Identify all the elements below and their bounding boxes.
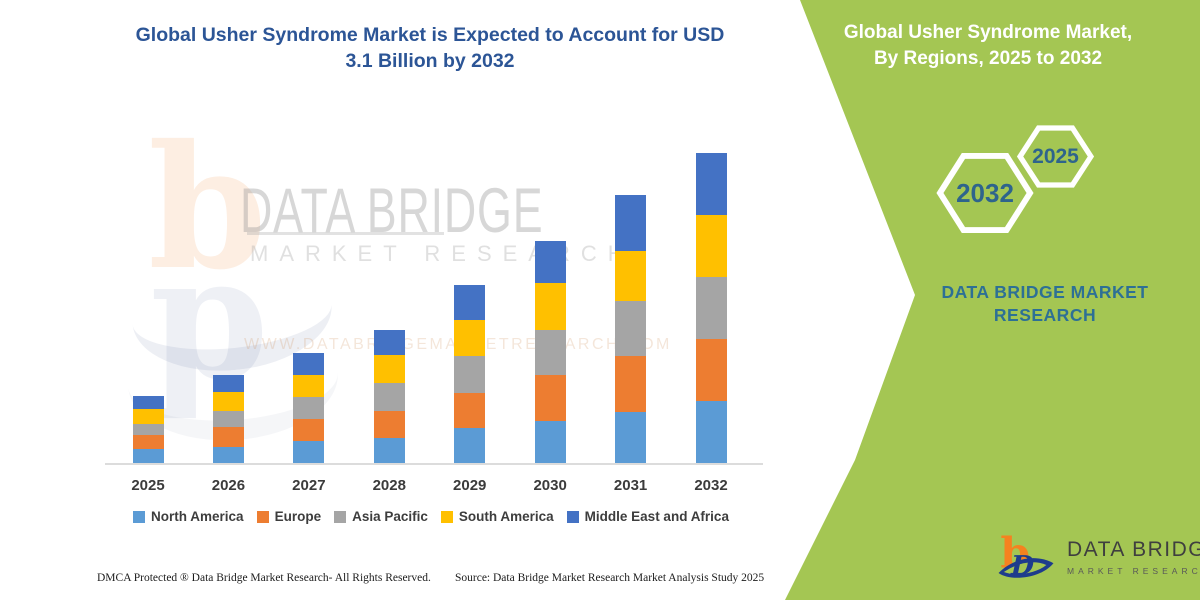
bar-segment [615, 251, 647, 301]
panel-brand-line1: DATA BRIDGE MARKET [941, 282, 1149, 302]
x-axis-label: 2031 [613, 477, 648, 494]
legend-item: North America [133, 509, 244, 524]
bar-segment [212, 375, 244, 392]
plot-area [105, 150, 763, 465]
bar-segment [373, 438, 405, 463]
legend-label: Europe [274, 509, 322, 524]
x-axis-label: 2029 [453, 477, 487, 494]
legend-item: Asia Pacific [334, 509, 428, 524]
bar-segment [615, 195, 647, 251]
hexagon-outline-icon [936, 152, 1034, 234]
bar-segment [132, 424, 164, 435]
bar-segment [212, 411, 244, 427]
legend-label: Asia Pacific [352, 509, 428, 524]
databridge-logo-icon: b D [998, 531, 1054, 582]
legend-label: Middle East and Africa [584, 509, 729, 524]
bar-segment [454, 393, 486, 428]
legend-label: North America [151, 509, 244, 524]
panel-brand-line2: RESEARCH [993, 305, 1097, 325]
footer-dmca-text: DMCA Protected ® Data Bridge Market Rese… [97, 572, 431, 584]
chart-legend: North America Europe Asia Pacific South Ame… [95, 509, 767, 524]
footer-source-text: Source: Data Bridge Market Research Mark… [455, 572, 765, 584]
hexagon-2032-label: 2032 [956, 177, 1014, 208]
x-axis-label: 2032 [694, 477, 728, 494]
hexagon-2032: 2032 [936, 152, 1034, 234]
bar-segment [293, 419, 325, 441]
bar-segment [534, 241, 566, 283]
stacked-bar-2028 [373, 330, 405, 463]
legend-item: South America [440, 509, 554, 524]
bar-segment [132, 396, 164, 409]
legend-label: South America [458, 509, 554, 524]
bar-segment [454, 356, 486, 393]
bar-segment [534, 283, 566, 330]
bar-segment [212, 447, 244, 463]
bar-segment [212, 392, 244, 411]
panel-title-line2: By Regions, 2025 to 2032 [873, 48, 1103, 69]
bar-segment [293, 441, 325, 463]
stacked-bar-2030 [534, 241, 566, 463]
bar-segment [373, 411, 405, 438]
stacked-bar-2027 [293, 353, 325, 463]
hexagon-2025: 2025 [1017, 125, 1094, 188]
bar-segment [454, 320, 486, 356]
stacked-bar-2026 [212, 375, 244, 463]
chart-title-line1: Global Usher Syndrome Market is Expected… [135, 24, 725, 46]
logo-subtitle: MARKET RESEARCH [1067, 566, 1200, 576]
bar-segment [132, 449, 164, 463]
bar-segment [534, 330, 566, 375]
bar-segment [454, 285, 486, 320]
bar-segment [454, 428, 486, 463]
bar-segment [615, 301, 647, 356]
hexagon-outline-icon [1017, 125, 1094, 188]
bar-segment [373, 383, 405, 411]
bar-segment [373, 330, 405, 355]
legend-swatch-icon [566, 510, 579, 523]
legend-item: Middle East and Africa [566, 509, 729, 524]
legend-swatch-icon [440, 510, 453, 523]
hexagon-2025-label: 2025 [1032, 144, 1079, 168]
legend-swatch-icon [334, 510, 347, 523]
bar-segment [534, 375, 566, 421]
panel-title: Global Usher Syndrome Market, By Regions… [790, 20, 1186, 72]
bar-segment [695, 339, 727, 401]
bar-segment [293, 397, 325, 419]
bar-segment [132, 409, 164, 424]
chart-title-line2: 3.1 Billion by 2032 [345, 50, 515, 72]
bar-segment [373, 355, 405, 383]
databridge-logo: b D DATA BRIDGE MARKET RESEARCH [995, 531, 1200, 583]
bar-segment [615, 356, 647, 412]
panel-brand-text: DATA BRIDGE MARKET RESEARCH [900, 281, 1190, 327]
bar-segment [293, 353, 325, 375]
bar-segment [293, 375, 325, 397]
x-axis-line [105, 463, 763, 465]
panel-title-line1: Global Usher Syndrome Market, [843, 22, 1133, 43]
stacked-bar-2031 [615, 195, 647, 463]
logo-name: DATA BRIDGE [1067, 538, 1200, 561]
bar-segment [695, 401, 727, 463]
bar-segment [534, 421, 566, 463]
legend-swatch-icon [256, 510, 269, 523]
bar-segment [695, 153, 727, 215]
x-axis-label: 2027 [292, 477, 326, 494]
x-axis-label: 2030 [533, 477, 567, 494]
databridge-logo-text: DATA BRIDGE MARKET RESEARCH [1067, 538, 1200, 576]
stacked-bar-2032 [695, 153, 727, 463]
stacked-bar-2025 [132, 396, 164, 463]
legend-item: Europe [256, 509, 322, 524]
bar-segment [132, 435, 164, 449]
bar-segment [615, 412, 647, 463]
legend-swatch-icon [133, 510, 146, 523]
chart-title: Global Usher Syndrome Market is Expected… [60, 22, 800, 74]
bar-segment [695, 215, 727, 277]
bar-segment [695, 277, 727, 339]
x-axis-label: 2028 [372, 477, 406, 494]
stacked-bar-2029 [454, 285, 486, 463]
x-axis-label: 2026 [211, 477, 246, 494]
bar-segment [212, 427, 244, 447]
x-axis-labels: 2025 2026 2027 2028 2029 2030 2031 2032 [105, 477, 757, 497]
x-axis-label: 2025 [131, 477, 165, 494]
